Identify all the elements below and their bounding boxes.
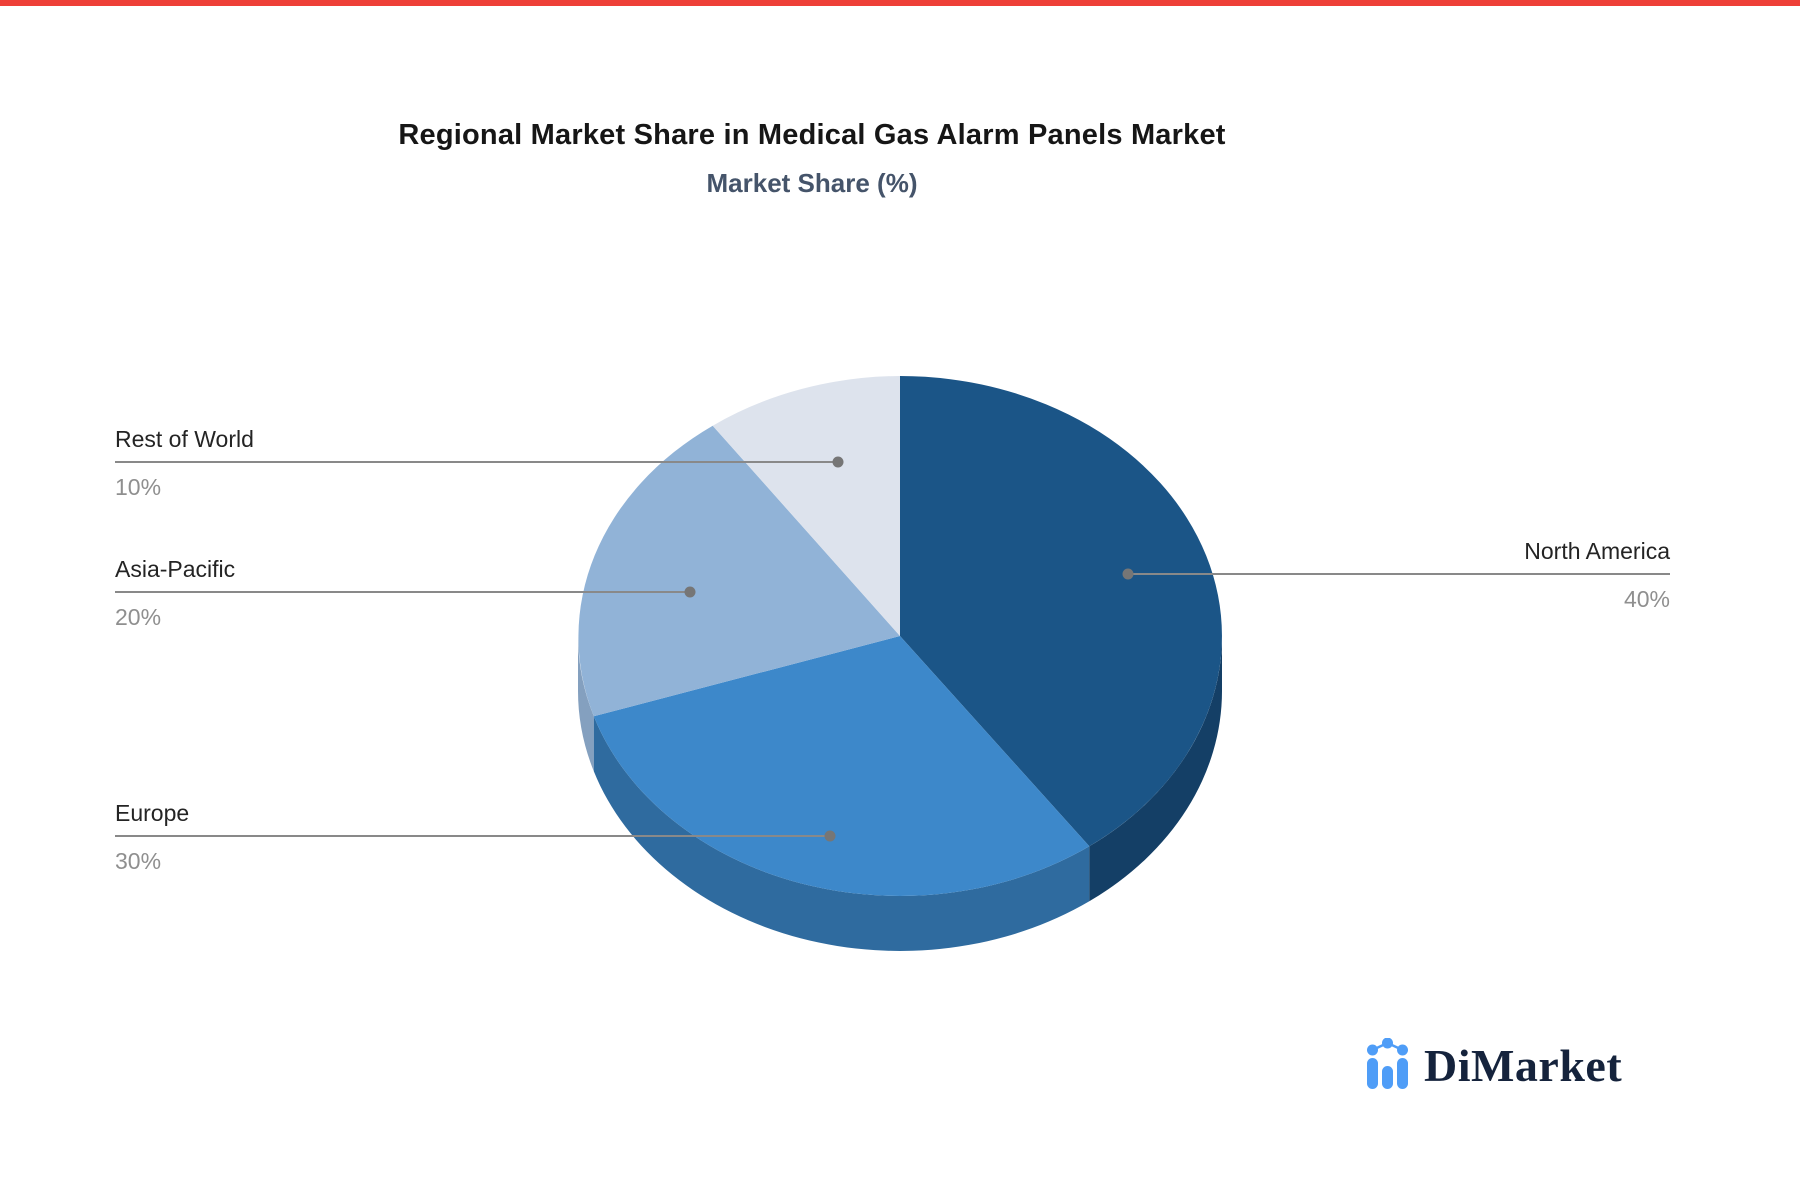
pie-side-north-america: [1089, 636, 1222, 902]
pie-slice-rest-of-world[interactable]: [712, 376, 900, 636]
leader-dot-north-america: [1122, 568, 1134, 580]
leader-lines-group: [115, 461, 1670, 837]
pie-side-asia-pacific: [578, 636, 594, 772]
leader-dot-asia-pacific: [684, 586, 696, 598]
leader-dot-europe: [824, 830, 836, 842]
value-rest-of-world: 10%: [115, 474, 162, 500]
value-europe: 30%: [115, 848, 162, 874]
label-europe: Europe: [115, 800, 190, 826]
label-asia-pacific: Asia-Pacific: [115, 556, 236, 582]
pie-slice-europe[interactable]: [593, 636, 1090, 896]
pie-slice-asia-pacific[interactable]: [578, 425, 900, 717]
chart-subtitle: Market Share (%): [706, 168, 918, 198]
chart-title: Regional Market Share in Medical Gas Ala…: [398, 119, 1226, 151]
value-north-america: 40%: [1623, 586, 1670, 612]
pie-side-europe: [593, 716, 1090, 951]
label-rest-of-world: Rest of World: [115, 426, 254, 452]
dimarket-logo[interactable]: DiMarket: [1364, 1038, 1622, 1092]
pie-slice-north-america[interactable]: [900, 376, 1222, 847]
accent-bar: [0, 0, 1800, 6]
dimarket-logo-icon: [1367, 1038, 1408, 1089]
leader-dot-rest-of-world: [832, 456, 844, 468]
dimarket-logo-text: DiMarket: [1424, 1039, 1623, 1091]
value-asia-pacific: 20%: [115, 604, 162, 630]
label-north-america: North America: [1524, 538, 1670, 564]
